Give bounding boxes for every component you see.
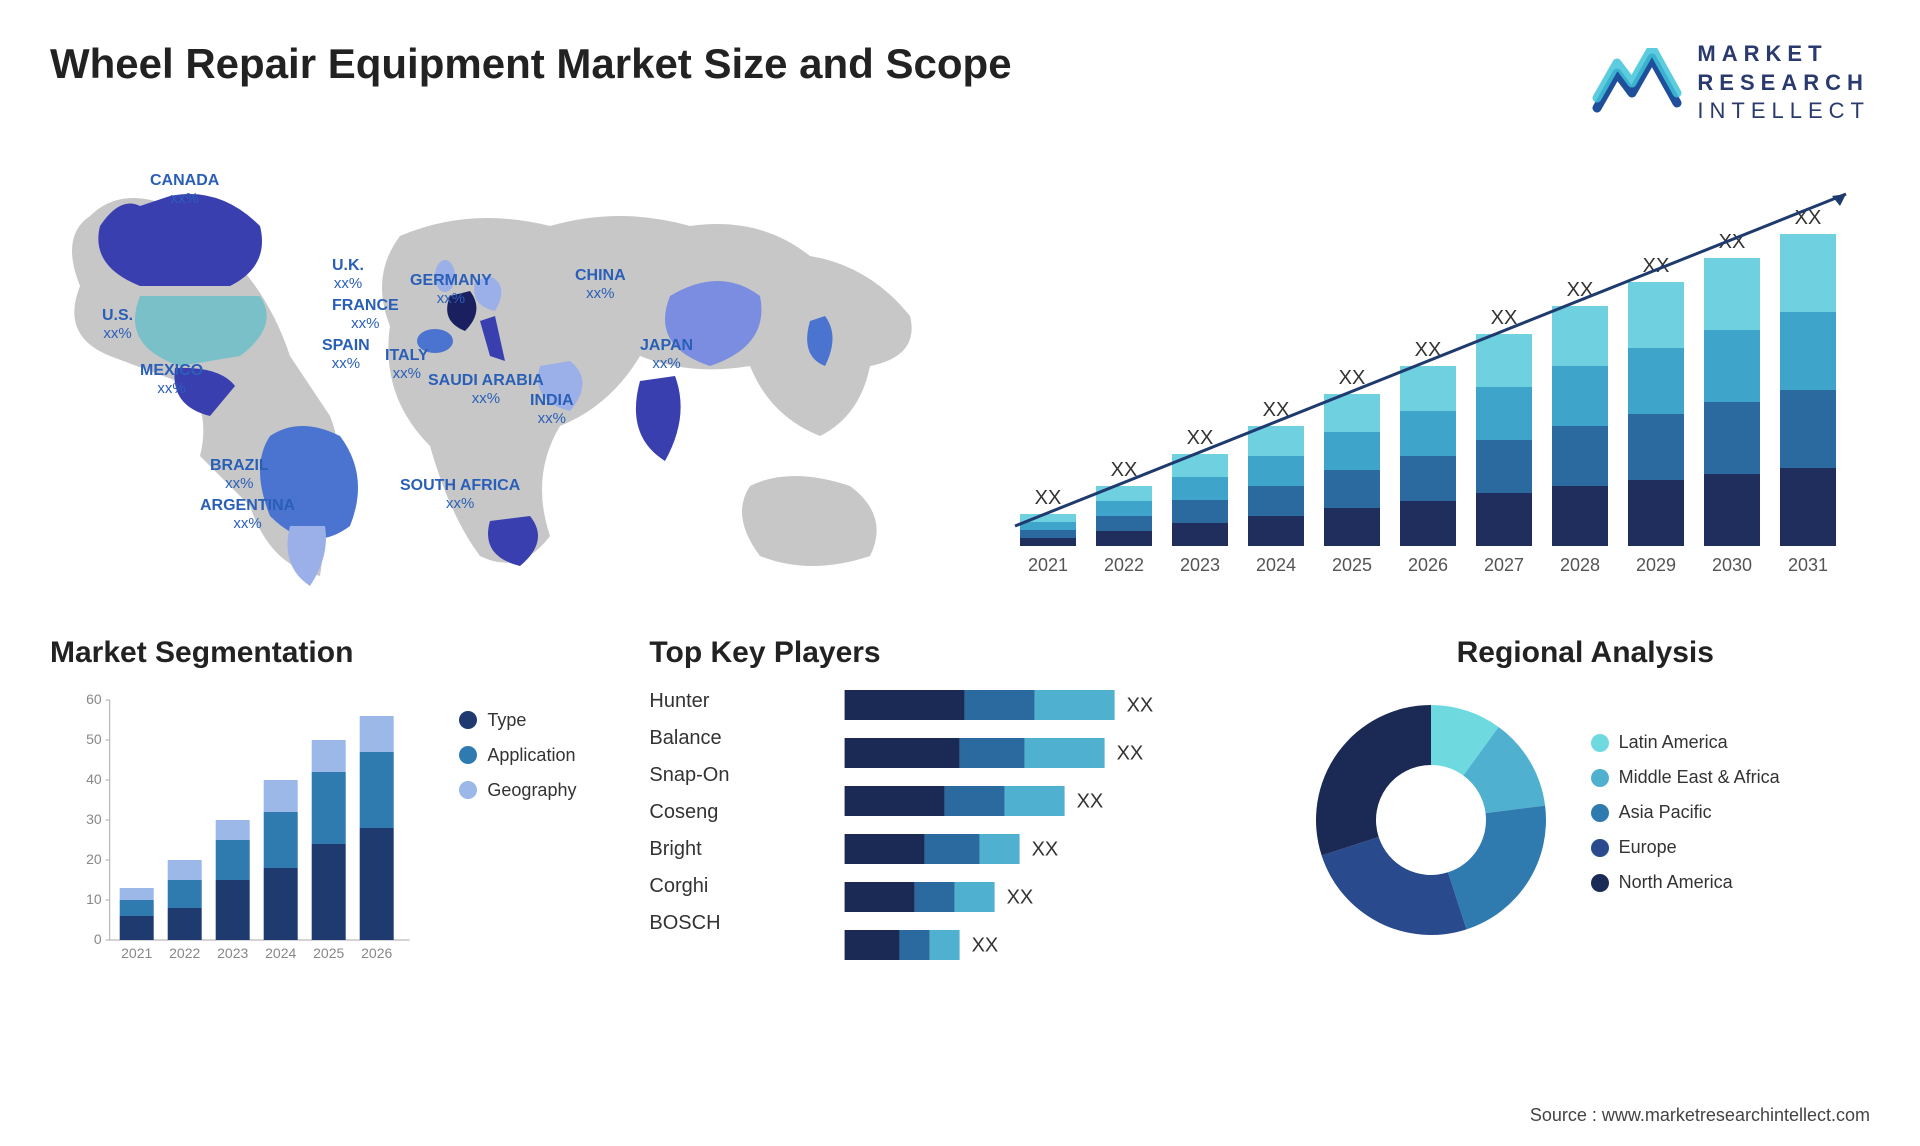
player-name: Corghi xyxy=(649,875,789,898)
player-name: BOSCH xyxy=(649,912,789,935)
map-label: CHINAxx% xyxy=(575,266,626,303)
svg-text:2026: 2026 xyxy=(1408,555,1448,575)
svg-text:2030: 2030 xyxy=(1712,555,1752,575)
players-bars: XX XX XX XX XX XX xyxy=(809,690,1270,990)
map-label: U.K.xx% xyxy=(332,256,364,293)
map-label: FRANCExx% xyxy=(332,296,399,333)
logo-text: MARKET RESEARCH INTELLECT xyxy=(1697,40,1870,126)
svg-text:XX: XX xyxy=(1187,427,1214,449)
svg-text:XX: XX xyxy=(1032,838,1059,860)
map-label: ITALYxx% xyxy=(385,346,429,383)
svg-text:10: 10 xyxy=(86,891,102,907)
map-label: BRAZILxx% xyxy=(210,456,269,493)
legend-item: Middle East & Africa xyxy=(1591,767,1780,788)
legend-item: Latin America xyxy=(1591,732,1780,753)
players-title: Top Key Players xyxy=(649,636,1270,670)
svg-text:2023: 2023 xyxy=(1180,555,1220,575)
svg-text:XX: XX xyxy=(972,934,999,956)
legend-item: North America xyxy=(1591,872,1780,893)
svg-text:2025: 2025 xyxy=(313,945,344,961)
page-title: Wheel Repair Equipment Market Size and S… xyxy=(50,40,1012,88)
svg-text:2031: 2031 xyxy=(1788,555,1828,575)
legend-item: Europe xyxy=(1591,837,1780,858)
logo-icon xyxy=(1592,48,1682,118)
segmentation-chart: 0 10 20 30 40 50 60 2021 2022 2023 2024 2025 2026 xyxy=(50,690,439,970)
svg-text:30: 30 xyxy=(86,811,102,827)
svg-text:2024: 2024 xyxy=(1256,555,1296,575)
map-label: SOUTH AFRICAxx% xyxy=(400,476,520,513)
regional-legend: Latin America Middle East & Africa Asia Pa… xyxy=(1591,732,1780,907)
map-label: JAPANxx% xyxy=(640,336,693,373)
legend-item: Asia Pacific xyxy=(1591,802,1780,823)
world-map: CANADAxx% U.S.xx%MEXICOxx% BRAZILxx%ARGENT… xyxy=(50,156,950,596)
players-list: Hunter Balance Snap-On Coseng Bright Corghi BO… xyxy=(649,690,789,990)
svg-text:2022: 2022 xyxy=(169,945,200,961)
svg-text:50: 50 xyxy=(86,731,102,747)
svg-text:XX: XX xyxy=(1035,487,1062,509)
legend-item: Geography xyxy=(459,780,619,801)
map-label: CANADAxx% xyxy=(150,171,219,208)
map-label: INDIAxx% xyxy=(530,391,574,428)
map-label: SAUDI ARABIAxx% xyxy=(428,371,544,408)
segmentation-title: Market Segmentation xyxy=(50,636,619,670)
player-name: Coseng xyxy=(649,801,789,824)
map-label: SPAINxx% xyxy=(322,336,370,373)
legend-item: Application xyxy=(459,745,619,766)
growth-chart: XX2021XX2022XX2023XX2024XX2025XX2026XX20… xyxy=(990,156,1870,596)
player-name: Bright xyxy=(649,838,789,861)
svg-text:2022: 2022 xyxy=(1104,555,1144,575)
svg-text:2021: 2021 xyxy=(1028,555,1068,575)
map-india xyxy=(636,376,681,461)
player-name: Snap-On xyxy=(649,764,789,787)
map-label: MEXICOxx% xyxy=(140,361,203,398)
map-label: ARGENTINAxx% xyxy=(200,496,295,533)
svg-text:2023: 2023 xyxy=(217,945,248,961)
svg-text:2029: 2029 xyxy=(1636,555,1676,575)
segmentation-legend: Type Application Geography xyxy=(459,690,619,970)
source-text: Source : www.marketresearchintellect.com xyxy=(1530,1105,1870,1126)
player-name: Balance xyxy=(649,727,789,750)
map-label: GERMANYxx% xyxy=(410,271,492,308)
map-argentina xyxy=(288,526,327,586)
player-name: Hunter xyxy=(649,690,789,713)
regional-donut xyxy=(1301,690,1561,950)
svg-text:XX: XX xyxy=(1117,742,1144,764)
svg-text:0: 0 xyxy=(94,931,102,947)
regional-title: Regional Analysis xyxy=(1301,636,1870,670)
svg-text:20: 20 xyxy=(86,851,102,867)
svg-text:XX: XX xyxy=(1077,790,1104,812)
svg-text:60: 60 xyxy=(86,691,102,707)
svg-text:40: 40 xyxy=(86,771,102,787)
svg-text:2028: 2028 xyxy=(1560,555,1600,575)
svg-text:2027: 2027 xyxy=(1484,555,1524,575)
svg-text:2025: 2025 xyxy=(1332,555,1372,575)
svg-text:2024: 2024 xyxy=(265,945,296,961)
svg-text:XX: XX xyxy=(1339,367,1366,389)
svg-text:2026: 2026 xyxy=(361,945,392,961)
legend-item: Type xyxy=(459,710,619,731)
map-label: U.S.xx% xyxy=(102,306,133,343)
brand-logo: MARKET RESEARCH INTELLECT xyxy=(1592,40,1870,126)
svg-text:XX: XX xyxy=(1127,694,1154,716)
svg-text:2021: 2021 xyxy=(121,945,152,961)
svg-text:XX: XX xyxy=(1007,886,1034,908)
